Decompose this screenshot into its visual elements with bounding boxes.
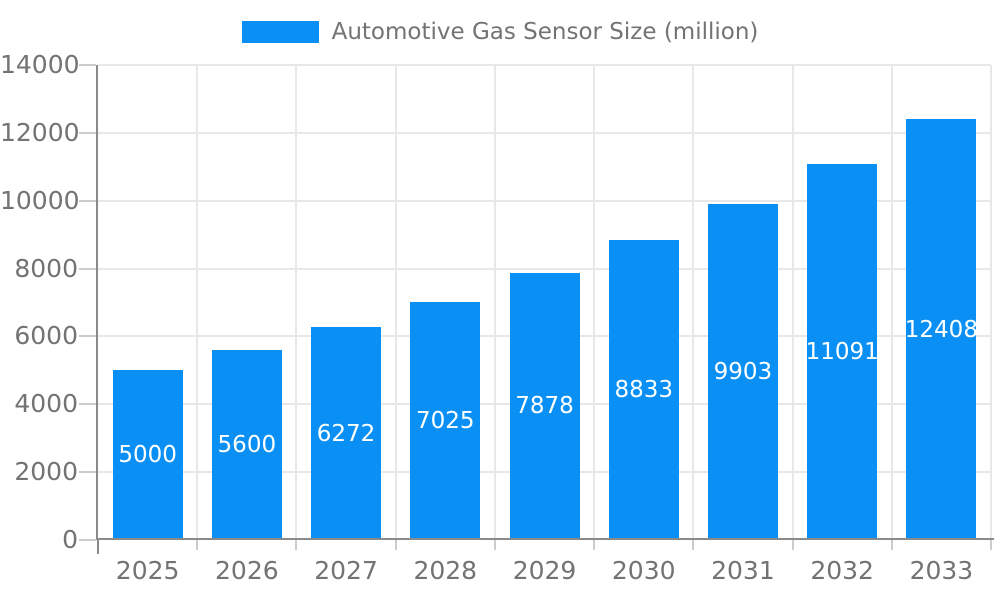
gridline-vertical [593, 65, 596, 540]
bar-value-label: 11091 [805, 338, 879, 365]
bar-value-label: 7878 [515, 393, 574, 420]
x-axis-tick [394, 540, 397, 550]
bar [211, 350, 282, 538]
bar-value-label: 5000 [118, 442, 177, 469]
gridline-vertical [692, 65, 695, 540]
y-axis-tick [79, 131, 96, 134]
gridline-vertical [394, 65, 397, 540]
gridline-vertical [990, 65, 992, 540]
legend-item[interactable]: Automotive Gas Sensor Size (million) [0, 19, 1000, 45]
y-axis-tick-label: 8000 [14, 253, 78, 283]
x-axis-tick [295, 540, 298, 550]
x-axis-tick [791, 540, 794, 550]
bar-value-label: 8833 [614, 377, 673, 404]
x-axis-tick-label: 2031 [711, 556, 775, 585]
bar-value-label: 9903 [713, 359, 773, 385]
bar [608, 240, 679, 538]
x-axis-tick [196, 540, 199, 550]
y-axis-tick-label: 4000 [14, 389, 78, 419]
x-axis-tick-label: 2027 [314, 556, 378, 585]
y-axis-tick [79, 64, 96, 66]
gridline-horizontal [98, 267, 991, 270]
bar-value-label: 5600 [217, 432, 277, 458]
bar [112, 370, 183, 538]
gridline-vertical [196, 65, 199, 540]
x-axis-tick-label: 2028 [413, 556, 478, 585]
y-axis-tick-label: 0 [62, 525, 78, 554]
x-axis-tick-label: 2032 [810, 556, 874, 585]
y-axis-tick [79, 471, 96, 474]
gridline-vertical [791, 65, 794, 540]
x-axis-tick [890, 540, 893, 550]
bar-value-label: 12408 [904, 316, 978, 343]
bar [906, 119, 977, 538]
x-axis-tick-label: 2029 [512, 556, 577, 585]
x-axis-line [96, 538, 994, 540]
x-axis-tick-label: 2030 [611, 556, 676, 585]
x-axis-tick-label: 2033 [909, 556, 974, 585]
bar [410, 301, 481, 538]
legend-label: Automotive Gas Sensor Size (million) [331, 19, 759, 45]
bar [311, 327, 382, 538]
x-axis-tick [593, 540, 596, 550]
x-axis-tick [990, 540, 992, 550]
gridline-horizontal [98, 131, 991, 134]
y-axis-tick-label: 12000 [0, 117, 80, 147]
y-axis-tick-label: 2000 [14, 457, 78, 487]
y-axis-tick-label: 6000 [14, 321, 78, 351]
y-axis-tick-label: 14000 [0, 50, 80, 79]
x-axis-tick [493, 540, 496, 550]
legend-swatch [241, 21, 319, 43]
x-axis-tick [692, 540, 695, 550]
y-axis-tick [79, 539, 96, 541]
bar [509, 272, 580, 538]
y-axis-line [96, 65, 98, 540]
x-axis-tick-label: 2026 [215, 556, 279, 585]
bar-value-label: 6272 [316, 420, 376, 447]
gridline-horizontal [98, 64, 991, 66]
x-axis-tick-label: 2025 [115, 556, 180, 585]
bar [707, 204, 778, 538]
y-axis-tick-label: 10000 [0, 185, 80, 215]
y-axis-tick [79, 335, 96, 338]
gridline-vertical [295, 65, 298, 540]
gridline-horizontal [98, 199, 991, 202]
y-axis-tick [79, 403, 96, 406]
bar [807, 163, 878, 538]
y-axis-tick [79, 267, 96, 270]
bar-value-label: 7025 [415, 407, 475, 434]
y-axis-tick [79, 199, 96, 202]
gridline-vertical [890, 65, 893, 540]
x-axis-tick [97, 540, 99, 554]
gridline-vertical [493, 65, 496, 540]
